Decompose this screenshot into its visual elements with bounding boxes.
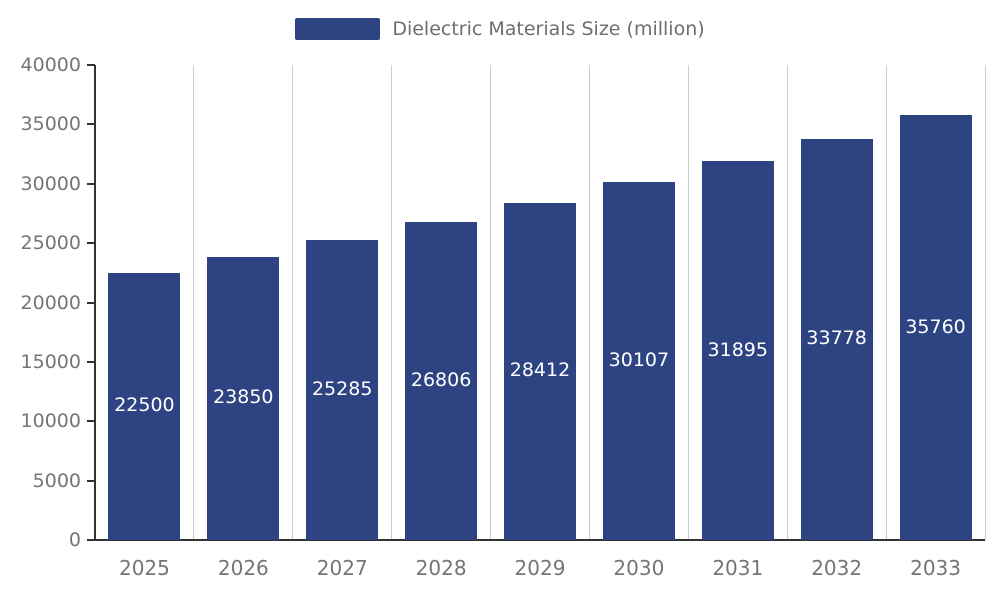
- x-axis-line: [94, 539, 985, 541]
- y-axis-tick-label: 15000: [20, 350, 81, 373]
- y-axis-tick-label: 40000: [20, 54, 81, 76]
- legend-item[interactable]: Dielectric Materials Size (million): [0, 18, 1000, 40]
- y-axis-tick: [87, 479, 95, 482]
- x-axis-tick-label: 2030: [613, 556, 665, 580]
- bar-value-label: 25285: [311, 377, 373, 400]
- vertical-gridline: [984, 65, 986, 540]
- y-axis-tick-label: 10000: [20, 410, 81, 433]
- x-axis-tick-label: 2027: [316, 556, 368, 580]
- y-axis-tick: [87, 64, 95, 66]
- bar: [800, 138, 873, 540]
- bar-value-label: 33778: [806, 327, 867, 350]
- bar-value-label: 31895: [707, 338, 768, 361]
- vertical-gridline: [292, 65, 294, 540]
- y-axis-line: [94, 65, 96, 540]
- x-axis-tick-label: 2031: [712, 556, 764, 580]
- y-axis-tick-label: 30000: [20, 172, 81, 195]
- bar: [108, 272, 181, 540]
- bar: [602, 182, 675, 540]
- bar-value-label: 28412: [509, 359, 571, 382]
- bar-value-label: 35760: [905, 315, 966, 338]
- y-axis-tick: [87, 539, 95, 541]
- bar: [701, 161, 774, 540]
- y-axis-tick: [87, 123, 95, 126]
- vertical-gridline: [588, 65, 590, 540]
- vertical-gridline: [490, 65, 492, 540]
- y-axis-tick: [87, 242, 95, 245]
- y-axis-tick-label: 35000: [20, 113, 81, 136]
- bar-value-label: 22500: [114, 394, 175, 417]
- bar-value-label: 23850: [213, 386, 274, 409]
- y-axis-tick: [87, 420, 95, 423]
- bar-value-label: 26806: [410, 368, 472, 391]
- y-axis-tick-label: 25000: [20, 232, 81, 255]
- x-axis-tick-label: 2028: [415, 556, 467, 580]
- y-axis-tick-label: 5000: [32, 469, 81, 492]
- bar-value-label: 30107: [608, 349, 670, 372]
- bar: [504, 202, 576, 540]
- y-axis-tick-label: 20000: [20, 291, 81, 314]
- y-axis-tick: [87, 301, 95, 304]
- legend-swatch: [295, 18, 381, 40]
- vertical-gridline: [885, 65, 887, 540]
- legend-label: Dielectric Materials Size (million): [392, 18, 705, 40]
- x-axis-tick-label: 2033: [910, 556, 961, 580]
- x-axis-tick-label: 2032: [811, 556, 863, 580]
- vertical-gridline: [687, 65, 689, 540]
- x-axis-tick-label: 2025: [118, 556, 170, 580]
- x-axis-tick-label: 2029: [514, 556, 566, 580]
- bar: [405, 221, 478, 540]
- vertical-gridline: [786, 65, 788, 540]
- plot-area: 0 5000 10000 15000 20000 25000 30000 35000 40000…: [21, 54, 986, 580]
- y-axis-tick-label: 0: [68, 529, 81, 551]
- bar: [306, 239, 379, 540]
- bar: [899, 115, 972, 540]
- y-axis-tick: [87, 182, 95, 185]
- x-axis-tick-label: 2026: [217, 556, 269, 580]
- bar: [207, 256, 280, 540]
- y-axis-tick: [87, 360, 95, 363]
- vertical-gridline: [193, 65, 195, 540]
- vertical-gridline: [391, 65, 393, 540]
